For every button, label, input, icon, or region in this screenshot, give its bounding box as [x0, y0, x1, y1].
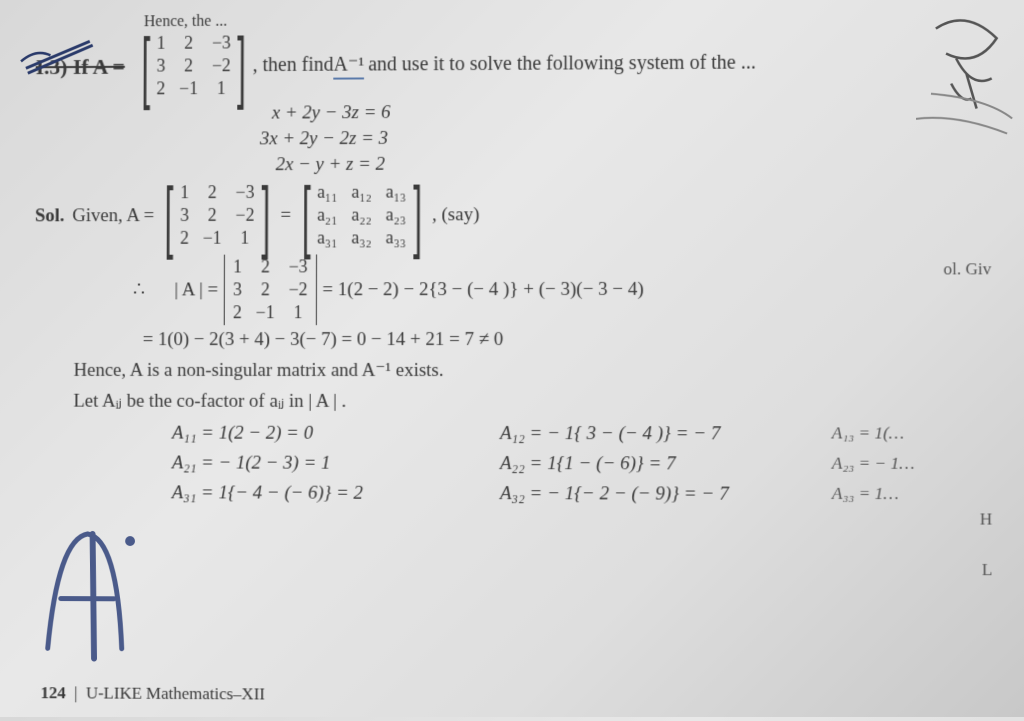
side-giv: ol. Giv	[943, 259, 991, 279]
det-expand: = 1(2 − 2) − 2{3 − (− 4 )} + (− 3)(− 3 −…	[322, 278, 643, 300]
cof-A31: A₃₁ = 1{− 4 − (− 6)} = 2	[172, 482, 500, 505]
matrix-a: [ 12−332−22−11 ]	[135, 32, 253, 99]
det-lhs: | A | =	[175, 279, 219, 301]
cof-A11: A₁₁ = 1(2 − 2) = 0	[172, 423, 500, 445]
cof-A21: A₂₁ = − 1(2 − 3) = 1	[172, 453, 500, 476]
book-title: U-LIKE Mathematics–XII	[86, 683, 265, 703]
page-number: 124	[41, 683, 66, 702]
a-inverse: A⁻¹	[333, 51, 364, 79]
letter-a-doodle	[23, 499, 152, 669]
given-text: Given, A =	[72, 205, 154, 227]
page: Hence, the ... I.3) If A = [ 12−332−22−1…	[34, 8, 999, 506]
determinant-row: ∴ | A | = 12−332−22−11 = 1(2 − 2) − 2{3 …	[133, 253, 998, 325]
matrix-symbolic: [ a₁₁a₁₂a₁₃a₂₁a₂₂a₂₃a₃₁a₃₂a₃₃ ]	[295, 182, 428, 249]
problem-statement: I.3) If A = [ 12−332−22−11 ] , then find…	[36, 28, 997, 100]
matrix-a-2: [ 12−332−22−11 ]	[158, 182, 277, 249]
problem-number: I.3) If A =	[36, 53, 125, 79]
sol-label: Sol.	[35, 205, 65, 227]
det-calc: = 1(0) − 2(3 + 4) − 3(− 7) = 0 − 14 + 21…	[143, 329, 998, 351]
equation-1: x + 2y − 3z = 6	[272, 99, 997, 124]
and-use: and use it to solve the following system…	[368, 52, 756, 77]
side-l: L	[982, 560, 993, 580]
equation-3: 2x − y + z = 2	[276, 152, 998, 176]
cof-A23: A₂₃ = − 1…	[832, 454, 954, 476]
cof-A33: A₃₃ = 1…	[832, 484, 954, 506]
let-cofactor-text: Let Aᵢⱼ be the co-factor of aᵢⱼ in | A |…	[73, 390, 998, 414]
cofactor-grid: A₁₁ = 1(2 − 2) = 0 A₁₂ = − 1{ 3 − (− 4 )…	[172, 423, 999, 507]
say-text: , (say)	[432, 204, 479, 226]
cof-A32: A₃₂ = − 1{− 2 − (− 9)} = − 7	[500, 483, 832, 506]
cof-A12: A₁₂ = − 1{ 3 − (− 4 )} = − 7	[500, 423, 832, 446]
cof-A13: A₁₃ = 1(…	[832, 423, 954, 445]
solution-given: Sol. Given, A = [ 12−332−22−11 ] = [ a₁₁…	[35, 180, 998, 249]
side-h: H	[980, 509, 993, 529]
page-footer: 124 | U-LIKE Mathematics–XII	[41, 683, 265, 704]
cof-A22: A₂₂ = 1{1 − (− 6)} = 7	[500, 453, 832, 476]
then-find: , then find	[253, 54, 334, 77]
nonsingular-text: Hence, A is a non-singular matrix and A⁻…	[74, 359, 998, 382]
hence-line: Hence, the ...	[144, 8, 997, 31]
equation-2: 3x + 2y − 2z = 3	[260, 126, 997, 151]
